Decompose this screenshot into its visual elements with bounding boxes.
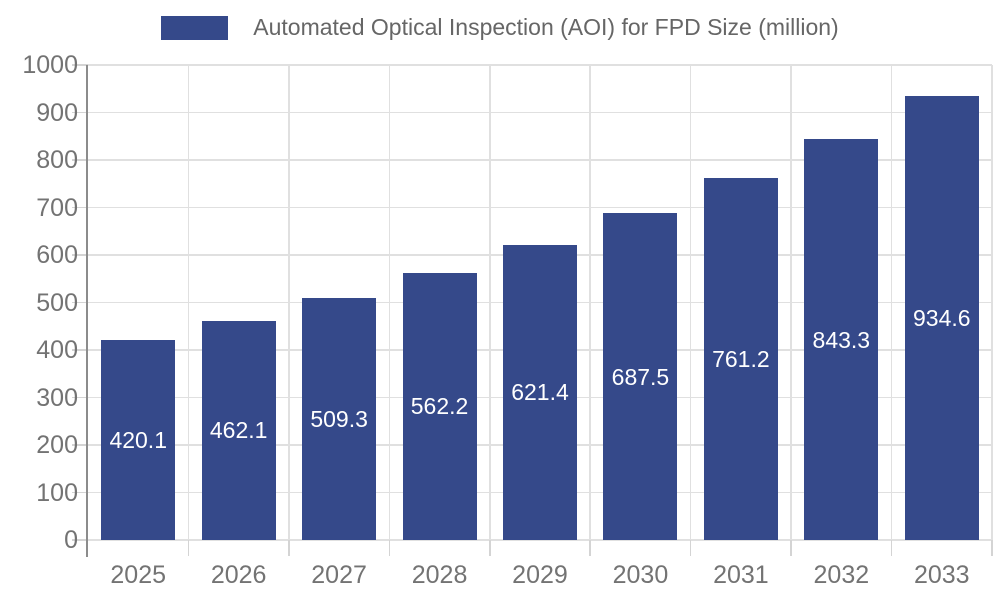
- gridline: [88, 111, 992, 114]
- gridline: [187, 65, 190, 540]
- y-tick-mark: [72, 111, 88, 114]
- bar-value-label: 621.4: [511, 379, 569, 406]
- plot-area: 420.1 462.1 509.3 562.2 621.4 687.5 761.2 843.3…: [88, 64, 993, 541]
- bar[interactable]: [101, 340, 176, 540]
- bar[interactable]: [603, 213, 678, 540]
- bar-value-label: 687.5: [611, 363, 670, 390]
- x-tick-label: 2029: [512, 561, 568, 589]
- y-tick-label: 300: [36, 383, 78, 412]
- y-axis-line: [86, 65, 88, 557]
- bar[interactable]: [904, 96, 979, 540]
- bar-value-label: 509.3: [310, 406, 368, 433]
- y-tick-mark: [72, 539, 88, 541]
- gridline: [388, 65, 391, 540]
- y-tick-label: 800: [36, 146, 78, 174]
- bar-value-label: 562.2: [410, 393, 469, 420]
- y-tick-label: 500: [36, 288, 78, 317]
- bar[interactable]: [703, 178, 778, 540]
- y-tick-mark: [72, 396, 88, 399]
- gridline: [88, 539, 992, 541]
- x-tick-mark: [790, 540, 792, 556]
- bar-value-label: 420.1: [109, 427, 167, 454]
- x-tick-mark: [187, 540, 190, 556]
- y-tick-label: 700: [36, 193, 78, 222]
- bar[interactable]: [503, 244, 577, 540]
- x-tick-label: 2028: [411, 561, 468, 589]
- legend-label: Automated Optical Inspection (AOI) for F…: [253, 14, 839, 40]
- bar-value-label: 934.6: [912, 305, 971, 332]
- y-tick-label: 1000: [22, 51, 78, 79]
- chart-legend[interactable]: Automated Optical Inspection (AOI) for F…: [0, 14, 1000, 41]
- y-tick-mark: [72, 206, 88, 209]
- x-tick-mark: [388, 540, 391, 556]
- legend-swatch: [161, 15, 229, 40]
- gridline: [88, 206, 992, 209]
- x-tick-label: 2025: [110, 561, 167, 589]
- bar[interactable]: [804, 139, 879, 540]
- y-tick-mark: [72, 349, 88, 351]
- x-tick-label: 2032: [813, 561, 870, 589]
- bar[interactable]: [302, 298, 377, 540]
- y-tick-mark: [72, 491, 88, 494]
- y-tick-mark: [72, 159, 88, 161]
- y-tick-mark: [72, 254, 88, 256]
- gridline: [288, 65, 290, 540]
- y-tick-mark: [72, 64, 88, 66]
- x-tick-mark: [689, 540, 692, 556]
- bar[interactable]: [201, 320, 276, 540]
- bar-value-label: 843.3: [812, 326, 871, 353]
- y-tick-label: 600: [36, 241, 78, 269]
- gridline: [890, 65, 893, 540]
- x-tick-label: 2030: [612, 561, 669, 589]
- x-tick-mark: [991, 540, 993, 556]
- y-tick-mark: [72, 301, 88, 304]
- x-tick-mark: [288, 540, 290, 556]
- gridline: [489, 65, 491, 540]
- gridline: [88, 64, 992, 66]
- y-tick-label: 900: [36, 98, 78, 127]
- x-tick-label: 2031: [713, 561, 769, 589]
- x-tick-label: 2033: [913, 561, 970, 589]
- gridline: [88, 159, 992, 161]
- x-tick-label: 2026: [210, 561, 267, 589]
- bar[interactable]: [402, 272, 477, 540]
- y-tick-label: 100: [36, 478, 78, 507]
- x-tick-mark: [489, 540, 491, 556]
- y-tick-mark: [72, 444, 88, 446]
- bar-value-label: 462.1: [209, 417, 268, 444]
- gridline: [991, 65, 993, 540]
- gridline: [689, 65, 692, 540]
- x-tick-mark: [890, 540, 893, 556]
- y-tick-label: 400: [36, 336, 78, 364]
- gridline: [589, 65, 591, 540]
- x-tick-label: 2027: [311, 561, 367, 589]
- y-tick-label: 200: [36, 431, 78, 459]
- y-tick-label: 0: [64, 526, 78, 554]
- bar-value-label: 761.2: [712, 346, 770, 373]
- gridline: [790, 65, 792, 540]
- x-tick-mark: [589, 540, 591, 556]
